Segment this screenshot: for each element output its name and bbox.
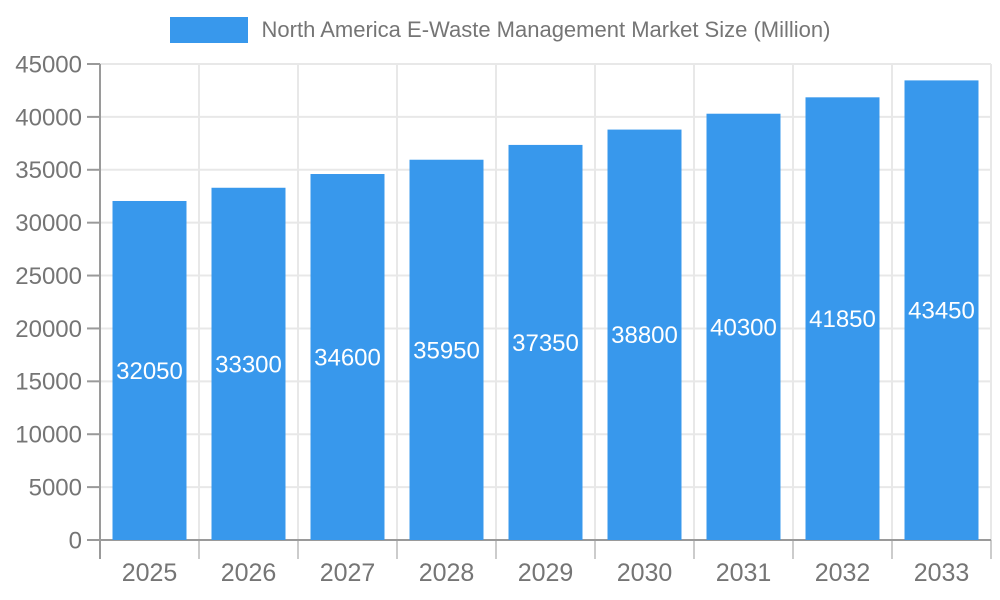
y-axis-label: 5000 bbox=[29, 475, 82, 502]
bar-value-label: 37350 bbox=[512, 330, 579, 357]
x-axis-label: 2029 bbox=[518, 559, 574, 587]
y-axis-label: 35000 bbox=[15, 157, 82, 184]
bar-value-label: 41850 bbox=[809, 306, 876, 333]
bar-2025[interactable] bbox=[112, 200, 187, 540]
y-axis-label: 20000 bbox=[15, 316, 82, 343]
bar-value-label: 35950 bbox=[413, 337, 480, 364]
bar-value-label: 32050 bbox=[116, 358, 183, 385]
bar-2033[interactable] bbox=[904, 80, 979, 540]
y-axis-label: 45000 bbox=[15, 51, 82, 78]
bar-2028[interactable] bbox=[409, 159, 484, 540]
y-axis-label: 15000 bbox=[15, 369, 82, 396]
bar-2031[interactable] bbox=[706, 113, 781, 541]
x-axis-label: 2033 bbox=[914, 559, 970, 587]
y-axis-label: 0 bbox=[69, 527, 82, 554]
x-axis-label: 2032 bbox=[815, 559, 871, 587]
x-axis-label: 2025 bbox=[122, 559, 178, 587]
bar-2027[interactable] bbox=[310, 174, 385, 540]
x-axis-label: 2031 bbox=[716, 559, 772, 587]
y-axis-label: 25000 bbox=[15, 263, 82, 290]
legend-label: North America E-Waste Management Market … bbox=[261, 17, 831, 42]
bar-2029[interactable] bbox=[508, 144, 583, 541]
bar-value-label: 40300 bbox=[710, 314, 777, 341]
y-axis-label: 40000 bbox=[15, 104, 82, 131]
bar-value-label: 43450 bbox=[908, 298, 975, 325]
x-axis-label: 2027 bbox=[320, 559, 376, 587]
bar-value-label: 34600 bbox=[314, 344, 381, 371]
bar-value-label: 33300 bbox=[215, 351, 282, 378]
bar-2026[interactable] bbox=[211, 187, 286, 540]
y-axis-label: 10000 bbox=[15, 422, 82, 449]
x-axis-label: 2026 bbox=[221, 559, 277, 587]
bar-2030[interactable] bbox=[607, 129, 682, 541]
x-axis-label: 2030 bbox=[617, 559, 673, 587]
bar-2032[interactable] bbox=[805, 97, 880, 540]
x-axis-label: 2028 bbox=[419, 559, 475, 587]
legend-item[interactable]: North America E-Waste Management Market … bbox=[0, 17, 1000, 43]
legend-swatch-icon bbox=[169, 17, 248, 43]
y-axis-label: 30000 bbox=[15, 210, 82, 237]
bar-value-label: 38800 bbox=[611, 322, 678, 349]
